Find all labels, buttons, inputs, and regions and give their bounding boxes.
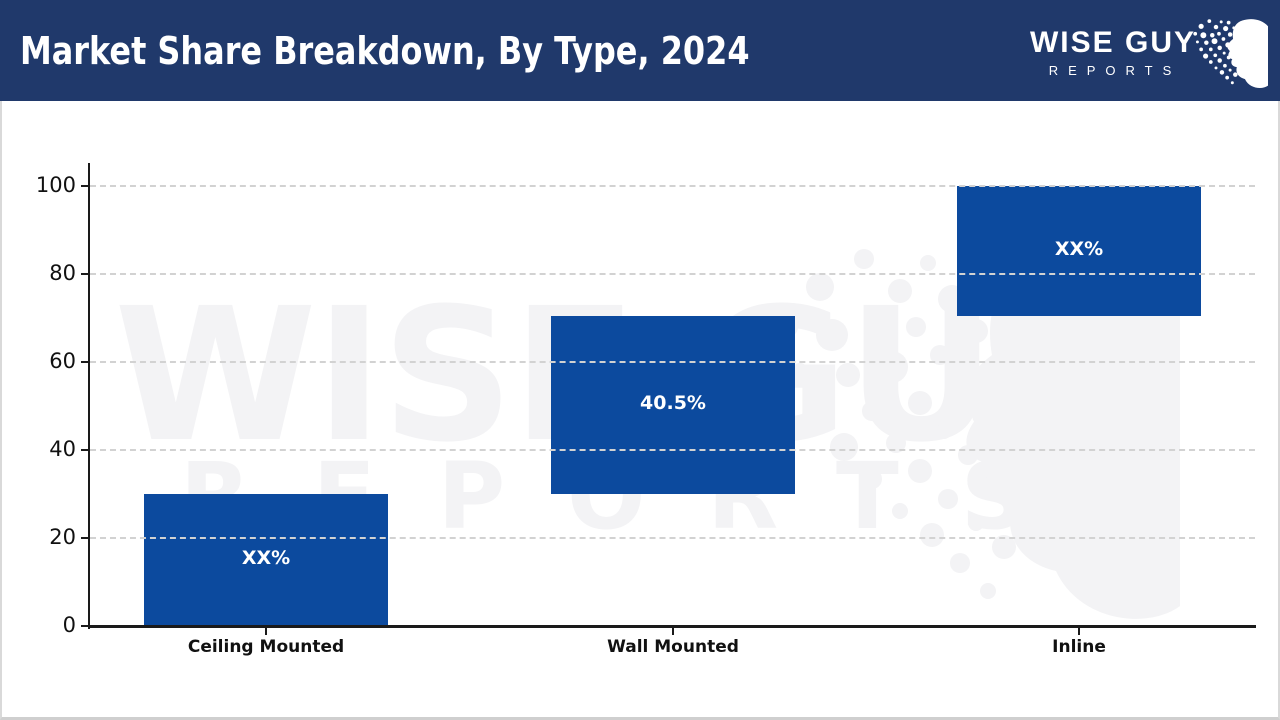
y-tick-mark-40 (81, 449, 88, 451)
brand-logo-name: WISE GUY (1029, 26, 1196, 59)
gridline-40 (90, 449, 1255, 451)
dotted-head-profile-icon (1193, 19, 1268, 88)
y-tick-label-80: 80 (49, 261, 76, 285)
bar-value-label: XX% (241, 547, 291, 569)
y-tick-label-100: 100 (35, 173, 76, 197)
y-tick-label-20: 20 (49, 525, 76, 549)
y-tick-mark-80 (81, 273, 88, 275)
y-tick-mark-100 (81, 185, 88, 187)
x-tick-mark-3 (1078, 628, 1080, 635)
y-tick-mark-20 (81, 537, 88, 539)
y-tick-label-60: 60 (49, 349, 76, 373)
bar-wall-mounted (551, 315, 795, 494)
bar-ceiling-mounted (144, 494, 388, 626)
brand-logo-subtitle: REPORTS (1048, 63, 1182, 78)
brand-logo-text: WISE GUY REPORTS (1030, 26, 1196, 78)
y-tick-label-0: 0 (62, 613, 76, 637)
x-category-label-inline: Inline (1052, 637, 1106, 657)
x-category-label-ceiling-mounted: Ceiling Mounted (187, 637, 345, 657)
x-tick-mark-2 (672, 628, 674, 635)
brand-logo: WISE GUY REPORTS (1000, 6, 1268, 98)
bar-value-label: XX% (1054, 237, 1104, 260)
y-tick-mark-60 (81, 361, 88, 363)
y-axis-spine (88, 163, 90, 629)
gridline-20 (90, 537, 1255, 539)
header-banner: Market Share Breakdown, By Type, 2024 WI… (0, 0, 1280, 101)
page-title: Market Share Breakdown, By Type, 2024 (20, 28, 750, 73)
chart-canvas: WISE GUY REPORTS 0 20 40 60 80 100 XX% 40.5% XX… (0, 101, 1280, 720)
gridline-60 (90, 361, 1255, 363)
y-tick-label-40: 40 (49, 437, 76, 461)
x-category-label-wall-mounted: Wall Mounted (607, 637, 739, 657)
bar-value-label: 40.5% (640, 391, 706, 414)
y-tick-mark-0 (81, 625, 88, 627)
x-tick-mark-1 (265, 628, 267, 635)
gridline-100 (90, 185, 1255, 187)
x-axis-spine (88, 625, 1256, 628)
gridline-80 (90, 273, 1255, 275)
